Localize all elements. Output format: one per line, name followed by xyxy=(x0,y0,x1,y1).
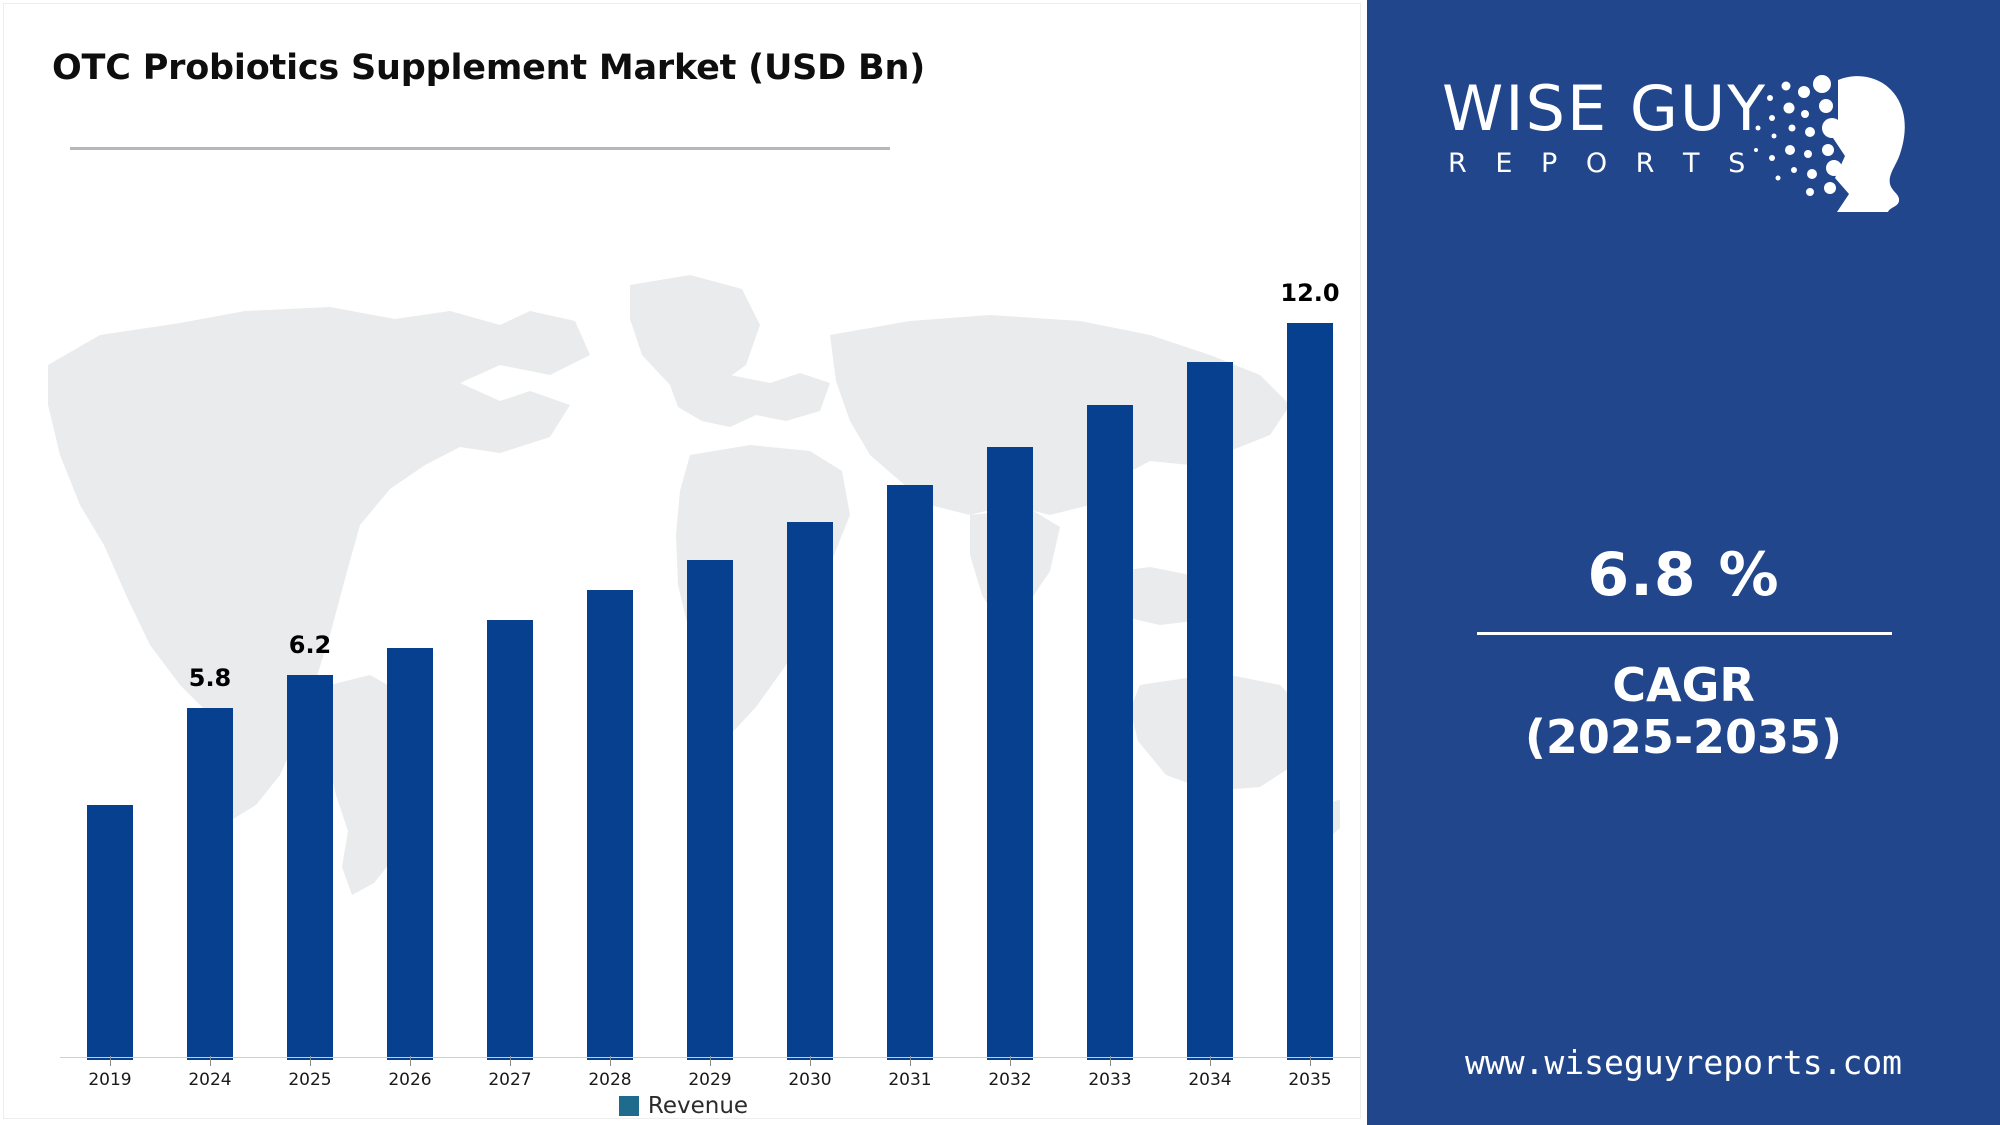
bar-slot-2030 xyxy=(760,205,860,1060)
tick-2033 xyxy=(1060,1056,1160,1068)
cagr-caption-line1: CAGR xyxy=(1612,658,1755,712)
title-divider xyxy=(70,147,890,150)
chart-legend: Revenue xyxy=(0,1093,1367,1119)
dotted-head-profile-icon xyxy=(1753,75,1905,212)
wiseguyreports-logo: WISE GUY R E P O R T S xyxy=(1367,62,2000,212)
x-axis-label-2034: 2034 xyxy=(1188,1070,1232,1090)
tick-2025 xyxy=(260,1056,360,1068)
bar-2029[interactable] xyxy=(687,560,733,1060)
logo-wordmark-primary: WISE GUY xyxy=(1442,72,1767,145)
x-axis-label-2025: 2025 xyxy=(288,1070,332,1090)
bar-slot-2034 xyxy=(1160,205,1260,1060)
bar-value-label-2024: 5.8 xyxy=(188,664,232,692)
bar-slot-2027 xyxy=(460,205,560,1060)
bar-slot-2025: 6.2 xyxy=(260,205,360,1060)
bar-2028[interactable] xyxy=(587,590,633,1060)
x-axis-label-2033: 2033 xyxy=(1088,1070,1132,1090)
x-axis-label-2030: 2030 xyxy=(788,1070,832,1090)
cagr-divider xyxy=(1477,632,1892,635)
x-axis-label-2031: 2031 xyxy=(888,1070,932,1090)
bar-2033[interactable] xyxy=(1087,405,1133,1060)
x-axis-label-2027: 2027 xyxy=(488,1070,532,1090)
tick-2030 xyxy=(760,1056,860,1068)
bar-2030[interactable] xyxy=(787,522,833,1060)
tick-2027 xyxy=(460,1056,560,1068)
panel-border xyxy=(3,3,1361,1119)
x-axis-label-2019: 2019 xyxy=(88,1070,132,1090)
bar-2024[interactable] xyxy=(187,708,233,1060)
brand-panel: WISE GUY R E P O R T S xyxy=(1367,0,2000,1125)
bar-2019[interactable] xyxy=(87,805,133,1060)
cagr-caption: CAGR (2025-2035) xyxy=(1367,658,2000,764)
x-axis-label-2032: 2032 xyxy=(988,1070,1032,1090)
x-axis-label-2026: 2026 xyxy=(388,1070,432,1090)
x-axis-ticks xyxy=(60,1056,1360,1068)
bar-slot-2031 xyxy=(860,205,960,1060)
bar-slot-2026 xyxy=(360,205,460,1060)
legend-label-revenue: Revenue xyxy=(647,1093,749,1119)
bar-series: 5.8 6.2 xyxy=(60,205,1360,1060)
tick-2031 xyxy=(860,1056,960,1068)
bar-2026[interactable] xyxy=(387,648,433,1060)
bar-2027[interactable] xyxy=(487,620,533,1060)
bar-2034[interactable] xyxy=(1187,362,1233,1060)
tick-2019 xyxy=(60,1056,160,1068)
tick-2026 xyxy=(360,1056,460,1068)
cagr-value: 6.8 % xyxy=(1587,540,1780,610)
tick-2029 xyxy=(660,1056,760,1068)
chart-title: OTC Probiotics Supplement Market (USD Bn… xyxy=(52,48,926,88)
bar-slot-2028 xyxy=(560,205,660,1060)
x-axis-label-2028: 2028 xyxy=(588,1070,632,1090)
chart-panel: OTC Probiotics Supplement Market (USD Bn… xyxy=(0,0,1368,1125)
tick-2032 xyxy=(960,1056,1060,1068)
website-url[interactable]: www.wiseguyreports.com xyxy=(1464,1043,1903,1082)
cagr-caption-line2: (2025-2035) xyxy=(1524,709,1843,764)
bar-slot-2035: 12.0 xyxy=(1260,205,1360,1060)
tick-2035 xyxy=(1260,1056,1360,1068)
tick-2028 xyxy=(560,1056,660,1068)
bar-2025[interactable] xyxy=(287,675,333,1060)
logo-wordmark-secondary: R E P O R T S xyxy=(1448,148,1755,179)
bar-2031[interactable] xyxy=(887,485,933,1060)
bar-slot-2024: 5.8 xyxy=(160,205,260,1060)
bar-value-label-2025: 6.2 xyxy=(288,631,332,659)
tick-2024 xyxy=(160,1056,260,1068)
bar-2035[interactable] xyxy=(1287,323,1333,1060)
legend-swatch-icon xyxy=(618,1096,639,1116)
bar-value-label-2035: 12.0 xyxy=(1280,279,1340,307)
bar-slot-2032 xyxy=(960,205,1060,1060)
x-axis-label-2035: 2035 xyxy=(1288,1070,1332,1090)
bar-slot-2029 xyxy=(660,205,760,1060)
x-axis-labels: 2019 2024 2025 2026 2027 2028 2029 2030 … xyxy=(60,1070,1360,1090)
bar-slot-2019 xyxy=(60,205,160,1060)
x-axis-label-2024: 2024 xyxy=(188,1070,232,1090)
x-axis-label-2029: 2029 xyxy=(688,1070,732,1090)
bar-slot-2033 xyxy=(1060,205,1160,1060)
tick-2034 xyxy=(1160,1056,1260,1068)
plot-area: 5.8 6.2 xyxy=(60,200,1360,1060)
bar-2032[interactable] xyxy=(987,447,1033,1060)
